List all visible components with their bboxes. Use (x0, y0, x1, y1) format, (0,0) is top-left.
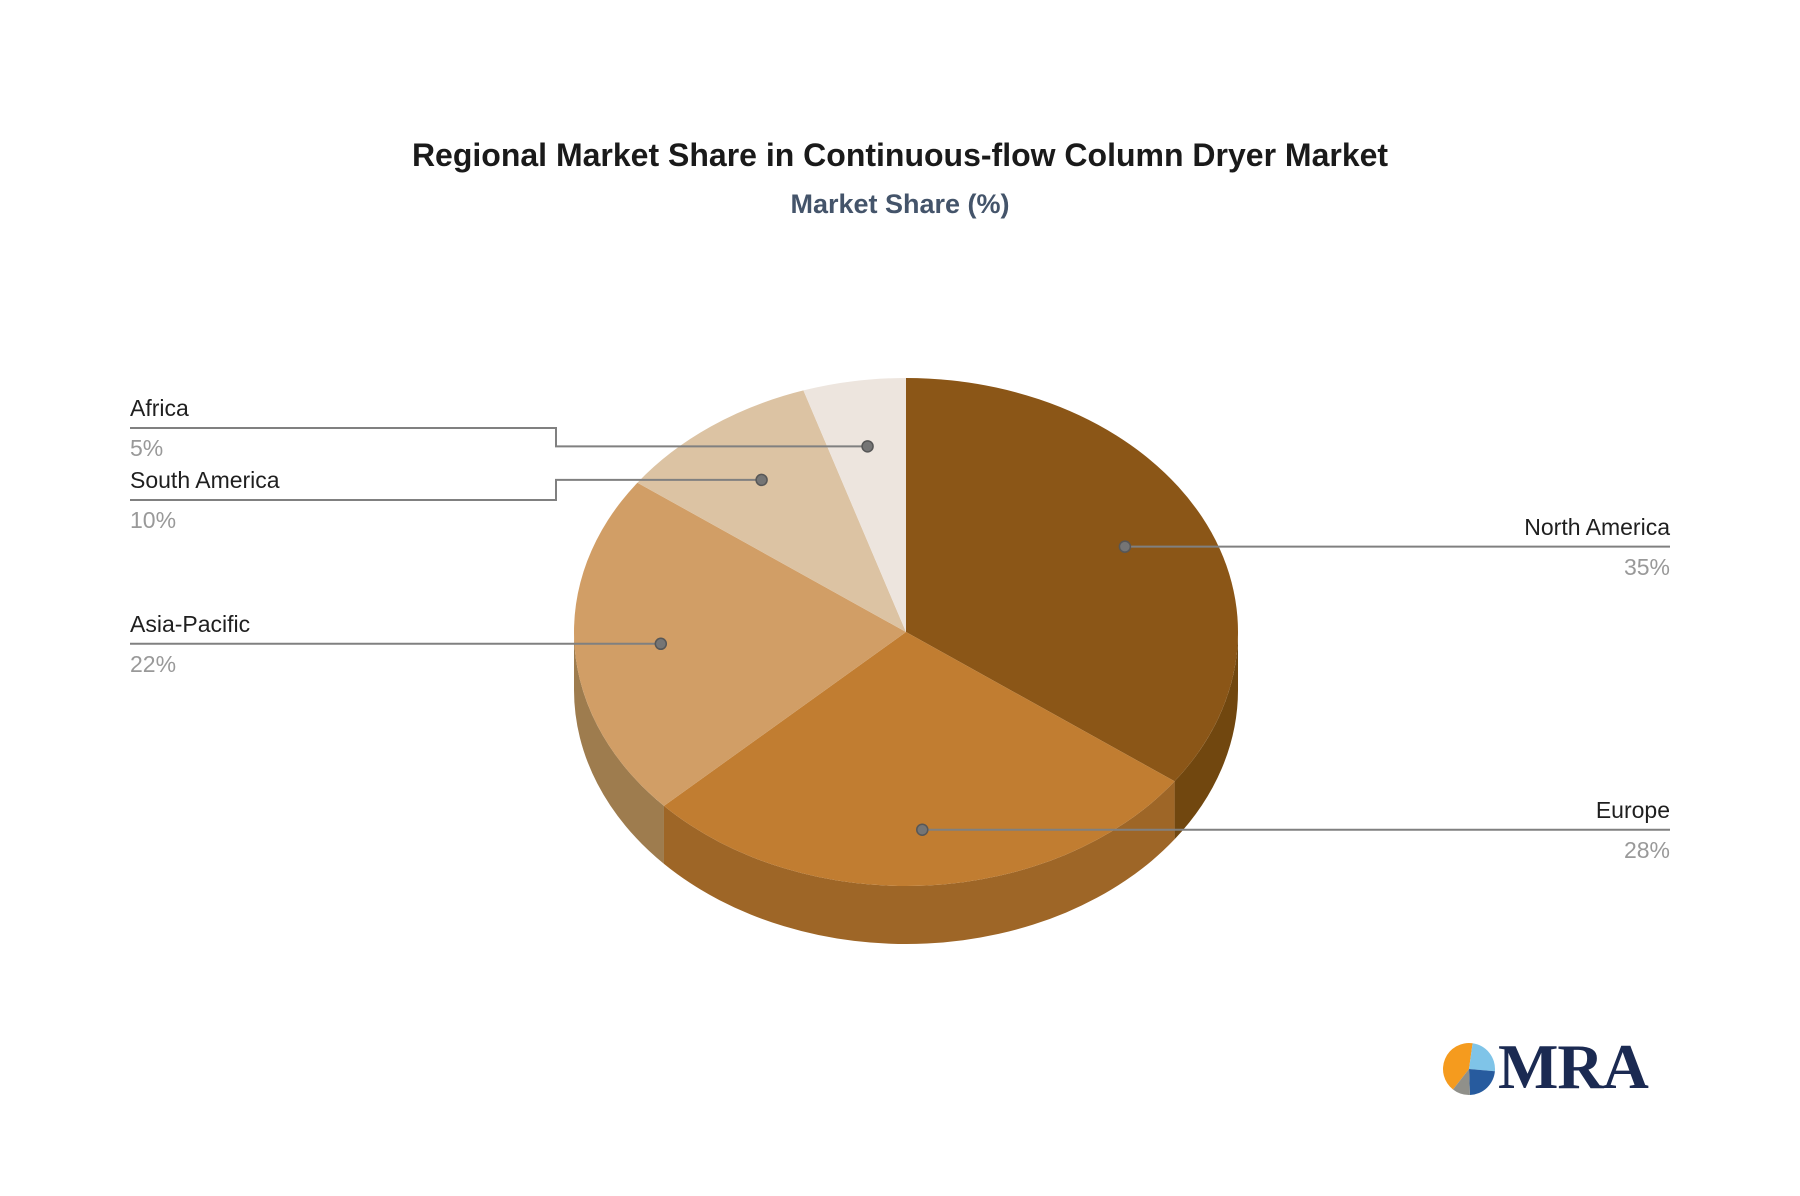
logo-slice-light-blue (1469, 1043, 1495, 1072)
leader-dot-asia-pacific (654, 637, 668, 651)
mra-logo-text: MRA (1498, 1031, 1649, 1102)
slice-label-value: 10% (130, 507, 177, 533)
mra-logo: MRA (1441, 1033, 1701, 1113)
logo-slice-orange (1443, 1043, 1473, 1090)
slice-label-value: 35% (1623, 553, 1670, 580)
leader-dot-europe (916, 823, 929, 836)
pie-slice-north-america[interactable] (906, 378, 1238, 782)
pie-slice-side-north-america (1174, 632, 1238, 840)
slice-label-name: Asia-Pacific (130, 610, 251, 637)
logo-slice-navy (1469, 1069, 1495, 1095)
slice-label-value: 22% (130, 650, 177, 677)
leader-dot-south-america (755, 473, 768, 487)
slice-label-value: 5% (130, 435, 164, 461)
mra-logo-pie-icon (1443, 1043, 1495, 1095)
pie-slice-africa[interactable] (803, 378, 906, 632)
leader-line-africa (130, 427, 868, 448)
slice-label-name: Europe (1595, 796, 1670, 823)
leader-dot-africa (861, 440, 874, 453)
leader-dot-north-america (1118, 540, 1132, 553)
pie-slice-europe[interactable] (663, 632, 1175, 886)
logo-slice-gray (1452, 1069, 1470, 1095)
pie-slice-asia-pacific[interactable] (574, 482, 906, 806)
slice-label-name: North America (1524, 513, 1670, 540)
pie-slice-side-asia-pacific (574, 632, 664, 864)
slice-label-value: 28% (1623, 836, 1670, 863)
slice-label-name: South America (130, 467, 280, 493)
chart-subtitle: Market Share (%) (790, 189, 1010, 219)
pie-slice-south-america[interactable] (637, 390, 906, 632)
chart-title: Regional Market Share in Continuous-flow… (411, 137, 1389, 173)
slice-label-name: Africa (130, 395, 189, 421)
pie-slice-side-europe (663, 781, 1175, 944)
leader-line-south-america (130, 478, 762, 501)
